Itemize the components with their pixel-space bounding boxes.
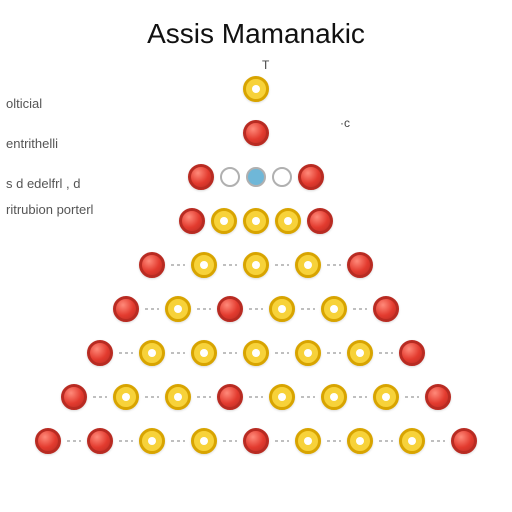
node-R (243, 428, 269, 454)
node-R (188, 164, 214, 190)
connector (301, 308, 315, 310)
node-W (272, 167, 292, 187)
pyramid-row (0, 120, 512, 146)
node-Y (347, 340, 373, 366)
connector (301, 396, 315, 398)
node-R (87, 340, 113, 366)
node-R (61, 384, 87, 410)
node-R (347, 252, 373, 278)
node-Y (243, 208, 269, 234)
connector (275, 352, 289, 354)
connector (197, 308, 211, 310)
node-Y (243, 76, 269, 102)
node-R (35, 428, 61, 454)
node-Y (139, 428, 165, 454)
connector (431, 440, 445, 442)
node-R (298, 164, 324, 190)
node-R (425, 384, 451, 410)
node-Y (243, 252, 269, 278)
node-Y (295, 252, 321, 278)
side-label: olticial (6, 94, 42, 114)
pyramid-row (0, 296, 512, 322)
node-R (307, 208, 333, 234)
node-Y (275, 208, 301, 234)
node-W (220, 167, 240, 187)
node-Y (191, 428, 217, 454)
node-R (87, 428, 113, 454)
connector (223, 440, 237, 442)
node-Y (191, 340, 217, 366)
node-Y (165, 296, 191, 322)
connector (275, 440, 289, 442)
connector (405, 396, 419, 398)
connector (171, 352, 185, 354)
connector (223, 352, 237, 354)
connector (353, 308, 367, 310)
node-Y (347, 428, 373, 454)
connector (93, 396, 107, 398)
node-Y (321, 384, 347, 410)
node-R (373, 296, 399, 322)
node-Y (295, 340, 321, 366)
pyramid-row (0, 428, 512, 454)
node-R (451, 428, 477, 454)
node-R (217, 384, 243, 410)
connector (197, 396, 211, 398)
connector (171, 264, 185, 266)
side-label: ritrubion porterl (6, 200, 93, 220)
connector (327, 440, 341, 442)
pyramid-row (0, 252, 512, 278)
node-Y (211, 208, 237, 234)
annotation-label: ·c (340, 116, 350, 130)
node-Y (139, 340, 165, 366)
connector (145, 396, 159, 398)
node-B (246, 167, 266, 187)
node-R (399, 340, 425, 366)
connector (379, 352, 393, 354)
side-label: entrithelli (6, 134, 58, 154)
pyramid-row (0, 384, 512, 410)
pyramid-diagram (0, 60, 512, 500)
pyramid-row (0, 76, 512, 102)
node-Y (113, 384, 139, 410)
connector (379, 440, 393, 442)
connector (171, 440, 185, 442)
node-Y (399, 428, 425, 454)
node-R (217, 296, 243, 322)
connector (275, 264, 289, 266)
connector (119, 440, 133, 442)
connector (327, 352, 341, 354)
node-Y (269, 296, 295, 322)
connector (353, 396, 367, 398)
connector (145, 308, 159, 310)
node-Y (373, 384, 399, 410)
connector (223, 264, 237, 266)
node-R (113, 296, 139, 322)
side-label: s d edelfrl , d (6, 174, 80, 194)
connector (67, 440, 81, 442)
connector (249, 396, 263, 398)
page-title: Assis Mamanakic (0, 18, 512, 50)
connector (327, 264, 341, 266)
connector (249, 308, 263, 310)
node-Y (165, 384, 191, 410)
annotation-label: T (262, 58, 269, 72)
node-R (179, 208, 205, 234)
node-Y (243, 340, 269, 366)
connector (119, 352, 133, 354)
node-Y (295, 428, 321, 454)
node-R (243, 120, 269, 146)
node-Y (269, 384, 295, 410)
pyramid-row (0, 340, 512, 366)
node-R (139, 252, 165, 278)
node-Y (321, 296, 347, 322)
node-Y (191, 252, 217, 278)
